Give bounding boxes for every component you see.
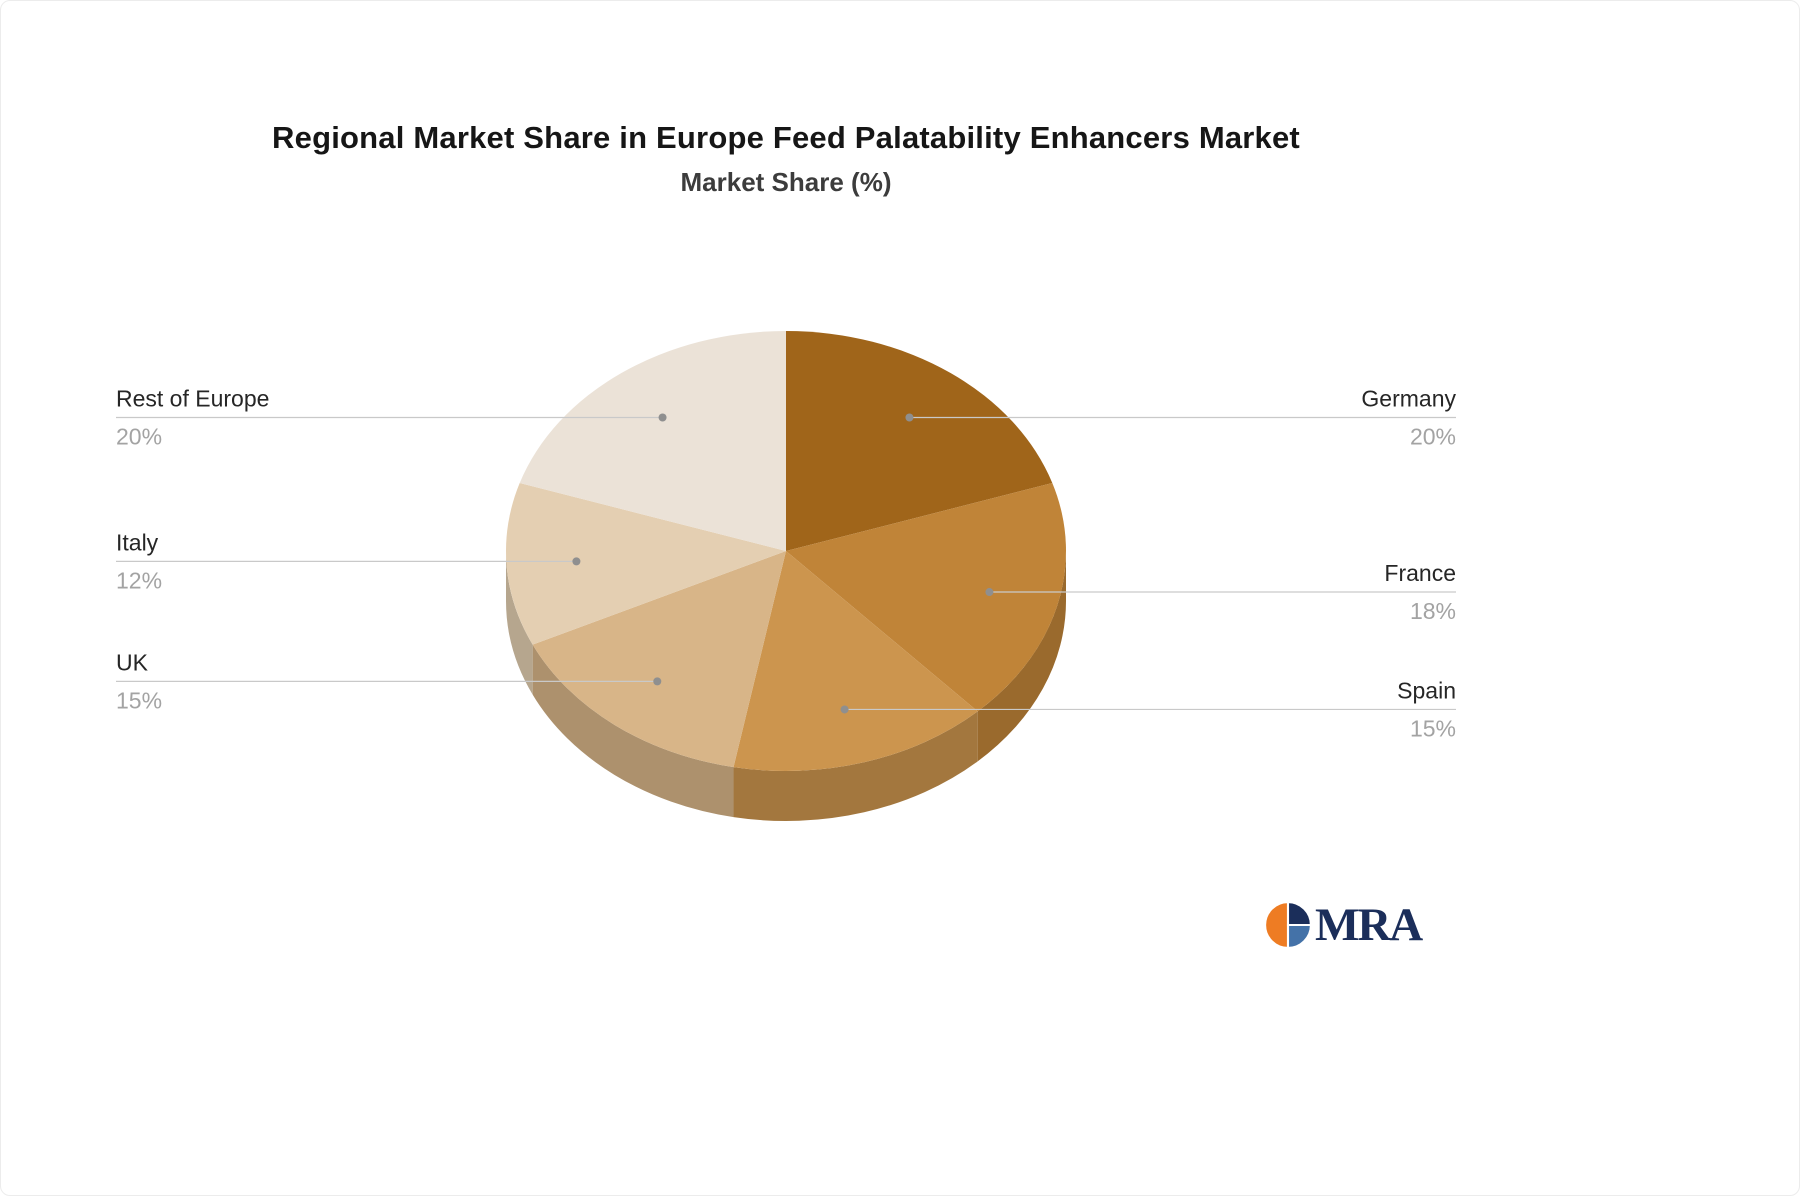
- slice-label-italy: Italy: [116, 529, 159, 555]
- pie-slice-side-uk: [532, 644, 734, 818]
- brand-logo-pie-icon: [1264, 901, 1312, 949]
- pie-slice-spain[interactable]: [733, 551, 978, 771]
- pie-slice-italy[interactable]: [506, 483, 786, 645]
- leader-dot-germany: [905, 413, 914, 422]
- pie-slice-side-italy: [506, 551, 533, 695]
- slice-label-spain: Spain: [1397, 677, 1456, 703]
- slice-label-rest-of-europe: Rest of Europe: [116, 386, 269, 412]
- slice-label-uk: UK: [116, 649, 149, 675]
- slice-value-rest-of-europe: 20%: [116, 424, 162, 450]
- brand-logo: MRA: [1263, 898, 1423, 951]
- leader-dot-rest-of-europe: [658, 413, 667, 422]
- brand-logo-text: MRA: [1315, 898, 1423, 951]
- slice-value-spain: 15%: [1410, 715, 1456, 741]
- slice-label-france: France: [1384, 560, 1456, 586]
- slice-value-germany: 20%: [1410, 424, 1456, 450]
- leader-dot-uk: [653, 677, 662, 686]
- slice-value-france: 18%: [1410, 598, 1456, 624]
- slice-value-italy: 12%: [116, 567, 162, 593]
- pie-slice-france[interactable]: [786, 483, 1066, 712]
- pie-slice-rest-of-europe[interactable]: [519, 331, 786, 551]
- pie-slice-germany[interactable]: [786, 331, 1053, 551]
- slice-label-germany: Germany: [1361, 386, 1456, 412]
- pie-slice-side-france: [977, 551, 1066, 762]
- leader-dot-italy: [572, 557, 581, 566]
- pie-slice-uk[interactable]: [532, 551, 786, 768]
- pie-slice-side-spain: [733, 711, 978, 821]
- leader-dot-france: [985, 588, 994, 597]
- slice-value-uk: 15%: [116, 687, 162, 713]
- leader-dot-spain: [840, 705, 849, 714]
